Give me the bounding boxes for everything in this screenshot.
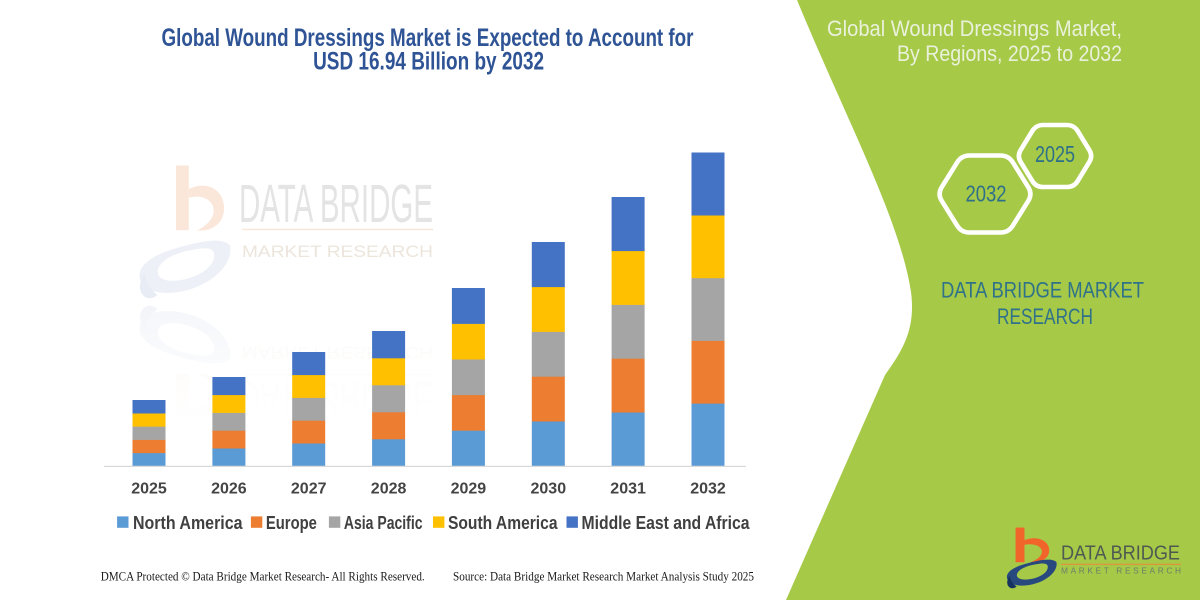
svg-text:RESEARCH: RESEARCH <box>997 304 1093 329</box>
svg-text:Source: Data Bridge Market Res: Source: Data Bridge Market Research Mark… <box>453 570 754 584</box>
svg-text:Europe: Europe <box>266 513 317 533</box>
svg-text:2027: 2027 <box>291 480 327 497</box>
svg-text:2028: 2028 <box>371 480 407 497</box>
svg-text:DMCA Protected © Data Bridge M: DMCA Protected © Data Bridge Market Rese… <box>101 570 425 584</box>
svg-text:2025: 2025 <box>131 480 167 497</box>
svg-text:2029: 2029 <box>451 480 487 497</box>
svg-text:By Regions, 2025 to 2032: By Regions, 2025 to 2032 <box>897 41 1122 66</box>
svg-text:2032: 2032 <box>966 181 1007 207</box>
svg-text:2031: 2031 <box>610 480 646 497</box>
svg-text:MARKET RESEARCH: MARKET RESEARCH <box>1061 566 1181 576</box>
svg-text:Global Wound Dressings Market,: Global Wound Dressings Market, <box>827 16 1122 41</box>
svg-text:2030: 2030 <box>531 480 567 497</box>
svg-text:Asia Pacific: Asia Pacific <box>344 513 423 533</box>
svg-text:2026: 2026 <box>211 480 247 497</box>
svg-text:South America: South America <box>448 513 558 533</box>
svg-text:2025: 2025 <box>1035 141 1075 167</box>
svg-text:Global Wound Dressings Market: Global Wound Dressings Market is Expecte… <box>162 24 694 52</box>
svg-text:DATA BRIDGE MARKET: DATA BRIDGE MARKET <box>941 278 1144 303</box>
svg-text:North America: North America <box>133 513 243 533</box>
svg-text:Middle East and Africa: Middle East and Africa <box>582 513 751 533</box>
svg-text:USD 16.94 Billion by 2032: USD 16.94 Billion by 2032 <box>313 48 544 76</box>
svg-text:2032: 2032 <box>690 480 726 497</box>
svg-text:DATA BRIDGE: DATA BRIDGE <box>1061 542 1180 565</box>
